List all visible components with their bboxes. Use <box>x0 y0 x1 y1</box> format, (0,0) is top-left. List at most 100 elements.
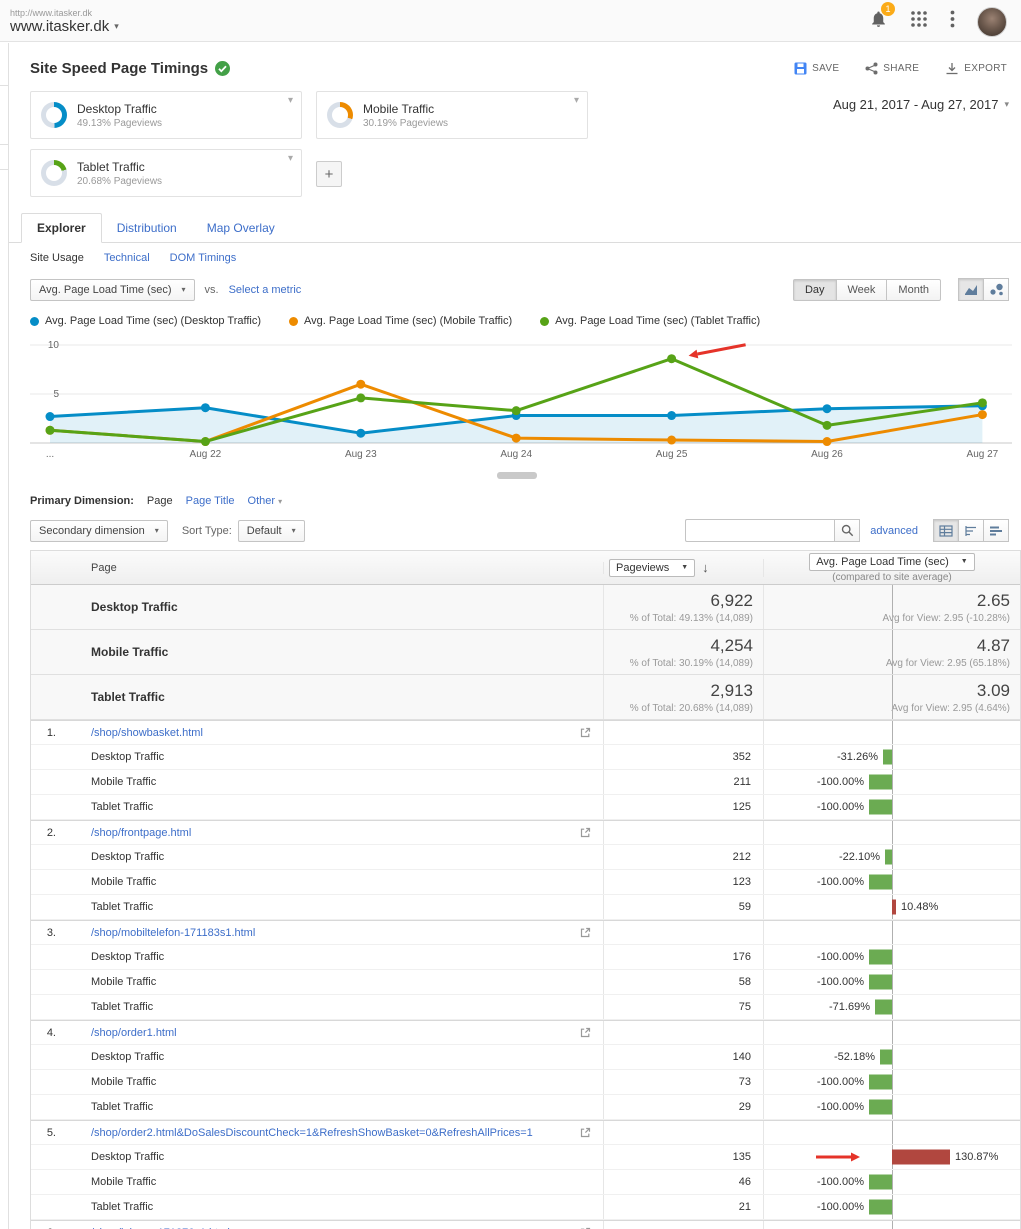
share-button[interactable]: SHARE <box>865 62 919 75</box>
summary-pageviews: 6,922 <box>710 590 753 610</box>
motion-chart-button[interactable] <box>983 278 1009 301</box>
comparison-view-button[interactable] <box>983 519 1009 542</box>
segment-sub-row: Mobile Traffic 46 -100.00% <box>31 1170 1020 1195</box>
advanced-link[interactable]: advanced <box>870 524 918 537</box>
page-link[interactable]: /shop/order1.html <box>91 1026 177 1039</box>
save-icon <box>794 62 807 75</box>
segment-card-tablet[interactable]: Tablet Traffic 20.68% Pageviews ▾ <box>30 149 302 197</box>
pivot-view-button[interactable] <box>958 519 984 542</box>
external-link-icon[interactable] <box>580 1027 591 1038</box>
segment-card-desktop[interactable]: Desktop Traffic 49.13% Pageviews ▾ <box>30 91 302 139</box>
segment-sub-row: Mobile Traffic 211 -100.00% <box>31 770 1020 795</box>
account-selector[interactable]: http://www.itasker.dk www.itasker.dk ▾ <box>10 8 119 35</box>
data-view-button[interactable] <box>933 519 959 542</box>
percent-value: -100.00% <box>816 801 864 813</box>
summary-pageviews-subtext: % of Total: 49.13% (14,089) <box>629 612 753 624</box>
subtab-technical[interactable]: Technical <box>103 252 150 264</box>
axis-line <box>892 770 893 794</box>
segment-sub-row: Tablet Traffic 75 -71.69% <box>31 995 1020 1020</box>
chevron-down-icon: ▾ <box>154 526 159 535</box>
metric-select[interactable]: Avg. Page Load Time (sec) ▾ <box>30 278 195 301</box>
share-icon <box>865 62 878 75</box>
chart-scroll-handle[interactable] <box>497 472 537 479</box>
search-button[interactable] <box>834 519 861 542</box>
percent-bar <box>869 774 892 790</box>
table-search-input[interactable] <box>685 519 836 542</box>
save-button[interactable]: SAVE <box>794 62 839 75</box>
subtab-site-usage[interactable]: Site Usage <box>30 252 84 264</box>
segment-card-mobile[interactable]: Mobile Traffic 30.19% Pageviews ▾ <box>316 91 588 139</box>
summary-metric: 4.87 <box>976 635 1010 655</box>
dimension-page[interactable]: Page <box>146 495 173 507</box>
line-chart-icon <box>964 284 977 295</box>
summary-metric-subtext: Avg for View: 2.95 (65.18%) <box>885 657 1010 669</box>
legend-item-mobile: Avg. Page Load Time (sec) (Mobile Traffi… <box>289 315 512 327</box>
segment-sub-row: Mobile Traffic 73 -100.00% <box>31 1070 1020 1095</box>
primary-dimension-bar: Primary Dimension: Page Page Title Other… <box>9 479 1021 515</box>
page-link[interactable]: /shop/showbasket.html <box>91 726 203 739</box>
granularity-month[interactable]: Month <box>886 278 941 301</box>
segment-row-label: Desktop Traffic <box>61 1145 604 1169</box>
secondary-dimension-button[interactable]: Secondary dimension ▾ <box>30 519 168 542</box>
notification-badge: 1 <box>881 2 895 16</box>
export-icon <box>946 63 958 75</box>
account-name: www.itasker.dk <box>10 18 110 35</box>
segment-row-label: Mobile Traffic <box>61 970 604 994</box>
sort-direction-icon[interactable]: ↓ <box>702 560 709 575</box>
pageviews-value: 21 <box>604 1195 764 1219</box>
axis-line <box>892 1045 893 1069</box>
summary-pageviews: 2,913 <box>710 680 753 700</box>
tab-explorer[interactable]: Explorer <box>21 213 102 243</box>
dimension-other[interactable]: Other ▾ <box>247 495 283 507</box>
external-link-icon[interactable] <box>580 927 591 938</box>
external-link-icon[interactable] <box>580 1127 591 1138</box>
tab-map-overlay[interactable]: Map Overlay <box>206 221 275 235</box>
page-link[interactable]: /shop/frontpage.html <box>91 826 192 839</box>
percent-bar <box>883 749 892 765</box>
chevron-down-icon[interactable]: ▾ <box>287 95 293 106</box>
external-link-icon[interactable] <box>580 727 591 738</box>
pageviews-value: 75 <box>604 995 764 1019</box>
legend-dot-icon <box>289 316 299 326</box>
axis-line <box>892 585 893 629</box>
line-chart-button[interactable] <box>958 278 984 301</box>
dimension-page-title[interactable]: Page Title <box>185 495 235 507</box>
chevron-down-icon: ▾ <box>1004 99 1009 109</box>
segment-row-label: Tablet Traffic <box>61 1095 604 1119</box>
subtab-dom-timings[interactable]: DOM Timings <box>169 252 237 264</box>
percent-bar <box>869 874 892 890</box>
page-row: 4. /shop/order1.html <box>31 1020 1020 1045</box>
percent-value: -100.00% <box>816 776 864 788</box>
export-button[interactable]: EXPORT <box>945 62 1007 75</box>
apps-grid-button[interactable] <box>910 10 928 33</box>
pageviews-column-select[interactable]: Pageviews ▼ <box>609 558 696 577</box>
date-range-selector[interactable]: Aug 21, 2017 - Aug 27, 2017 ▾ <box>832 97 1009 112</box>
column-header-page[interactable]: Page <box>91 561 117 574</box>
row-number: 2. <box>46 826 56 839</box>
select-metric-link[interactable]: Select a metric <box>228 283 302 296</box>
page-link[interactable]: /shop/order2.html&DoSalesDiscountCheck=1… <box>91 1126 533 1139</box>
avatar[interactable] <box>977 6 1007 37</box>
pageviews-value: 140 <box>604 1045 764 1069</box>
top-bar: http://www.itasker.dk www.itasker.dk ▾ 1 <box>0 0 1021 42</box>
notifications-button[interactable]: 1 <box>869 2 895 34</box>
timeseries-chart[interactable]: 10 5... Aug 22 Aug 23 Aug 24 Aug 25 Aug 26 Aug … <box>30 339 1012 470</box>
more-menu-button[interactable] <box>950 10 955 33</box>
chevron-down-icon[interactable]: ▾ <box>573 95 579 106</box>
add-segment-button[interactable]: + <box>316 161 342 187</box>
metric-column-select[interactable]: Avg. Page Load Time (sec) ▼ <box>809 552 975 571</box>
percent-value: -71.69% <box>829 1001 870 1013</box>
granularity-week[interactable]: Week <box>835 278 888 301</box>
data-table: Page Pageviews ▼ ↓ Avg. Page Load Time (s… <box>30 550 1021 1229</box>
tab-distribution[interactable]: Distribution <box>116 221 177 235</box>
summary-metric: 3.09 <box>976 680 1010 700</box>
sort-type-select[interactable]: Default ▾ <box>237 519 305 542</box>
axis-line <box>892 1195 893 1219</box>
granularity-day[interactable]: Day <box>792 278 837 301</box>
property-url: http://www.itasker.dk <box>10 8 93 18</box>
page-link[interactable]: /shop/mobiltelefon-171183s1.html <box>91 926 256 939</box>
sort-type-label: Sort Type: <box>181 524 232 537</box>
row-number: 5. <box>46 1126 56 1139</box>
chevron-down-icon[interactable]: ▾ <box>287 153 293 164</box>
external-link-icon[interactable] <box>580 827 591 838</box>
